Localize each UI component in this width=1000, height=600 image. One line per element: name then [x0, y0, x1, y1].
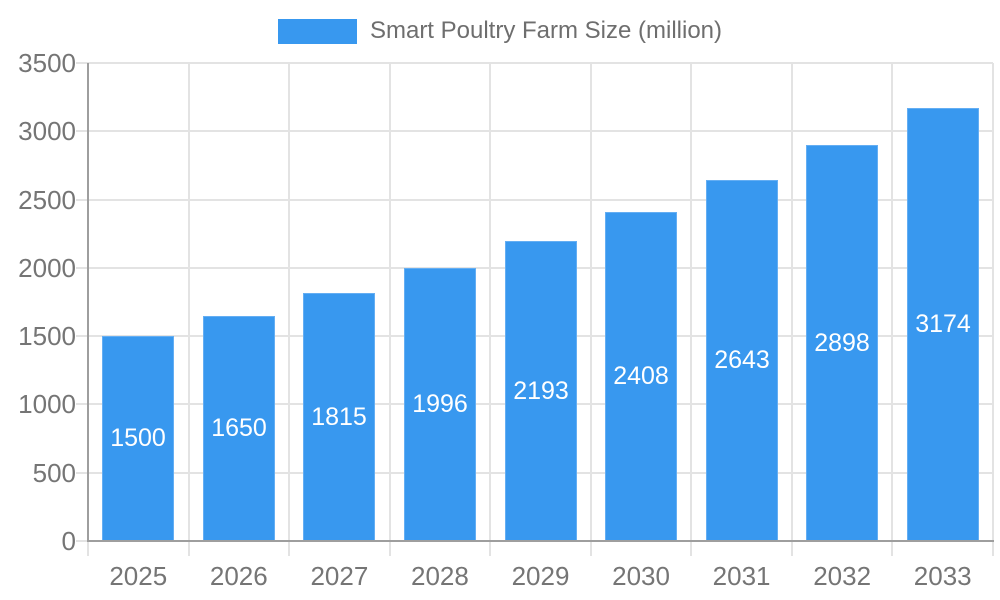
- y-axis-tick: [76, 403, 88, 406]
- x-axis-tick: [891, 541, 894, 556]
- bar-value-label: 2408: [613, 362, 669, 390]
- y-axis-tick-label: 3000: [18, 116, 76, 147]
- bar-value-label: 2898: [814, 328, 870, 357]
- x-axis-tick: [489, 541, 492, 556]
- x-axis-category-label: 2025: [109, 561, 168, 591]
- y-axis-tick: [76, 540, 88, 542]
- x-axis-tick: [790, 541, 793, 556]
- x-axis-category-label: 2028: [411, 561, 469, 591]
- legend[interactable]: Smart Poultry Farm Size (million): [0, 17, 1000, 45]
- bar-value-label: 2643: [714, 346, 770, 374]
- bar-value-label: 2193: [513, 376, 569, 405]
- y-axis-tick: [76, 471, 88, 474]
- x-axis-category-label: 2026: [209, 561, 268, 591]
- y-axis-line: [87, 63, 89, 542]
- y-axis-tick-label: 0: [61, 526, 76, 556]
- gridline-horizontal: [88, 198, 993, 201]
- bar-2027[interactable]: 1815: [303, 293, 375, 541]
- x-axis-category-label: 2032: [813, 561, 872, 591]
- bar-2028[interactable]: 1996: [404, 268, 476, 541]
- bar-2032[interactable]: 2898: [806, 145, 878, 541]
- x-axis-line: [87, 540, 994, 542]
- bar-2026[interactable]: 1650: [203, 316, 275, 541]
- y-axis-tick-label: 1500: [18, 321, 76, 352]
- bar-2033[interactable]: 3174: [907, 108, 979, 541]
- y-axis-tick: [76, 335, 88, 338]
- bar-value-label: 1650: [211, 414, 267, 442]
- gridline-vertical: [489, 63, 492, 541]
- x-axis-tick: [288, 541, 291, 556]
- x-axis-tick: [992, 541, 994, 556]
- bar-value-label: 1815: [311, 402, 367, 431]
- gridline-vertical: [187, 63, 190, 541]
- bar-value-label: 1500: [110, 424, 166, 452]
- gridline-horizontal: [88, 130, 993, 133]
- y-axis-tick-label: 2500: [18, 184, 76, 215]
- y-axis-tick-label: 500: [32, 457, 76, 488]
- y-axis-tick: [76, 62, 88, 64]
- x-axis-tick: [589, 541, 592, 556]
- gridline-horizontal: [88, 62, 993, 64]
- y-axis-tick-label: 3500: [18, 48, 76, 78]
- x-axis-category-label: 2031: [712, 561, 771, 591]
- y-axis-tick: [76, 130, 88, 133]
- gridline-vertical: [589, 63, 592, 541]
- gridline-vertical: [891, 63, 894, 541]
- gridline-vertical: [992, 63, 994, 541]
- legend-swatch-icon: [277, 18, 357, 44]
- x-axis-category-label: 2030: [612, 561, 670, 591]
- gridline-vertical: [790, 63, 793, 541]
- y-axis-tick: [76, 198, 88, 201]
- bar-value-label: 3174: [915, 310, 971, 338]
- bar-2025[interactable]: 1500: [102, 336, 174, 541]
- y-axis-tick: [76, 266, 88, 269]
- x-axis-tick: [187, 541, 190, 556]
- gridline-vertical: [288, 63, 291, 541]
- x-axis-category-label: 2033: [913, 561, 972, 591]
- y-axis-tick-label: 2000: [18, 252, 76, 283]
- bar-2030[interactable]: 2408: [605, 212, 677, 541]
- x-axis-tick: [87, 541, 89, 556]
- bar-2029[interactable]: 2193: [505, 241, 577, 541]
- legend-label: Smart Poultry Farm Size (million): [369, 17, 723, 44]
- x-axis-tick: [690, 541, 693, 556]
- bar-value-label: 1996: [412, 390, 468, 418]
- x-axis-category-label: 2029: [511, 561, 570, 591]
- y-axis-tick-label: 1000: [18, 389, 76, 420]
- x-axis-tick: [388, 541, 391, 556]
- x-axis-category-label: 2027: [310, 561, 369, 591]
- gridline-vertical: [388, 63, 391, 541]
- bar-2031[interactable]: 2643: [706, 180, 778, 541]
- gridline-vertical: [690, 63, 693, 541]
